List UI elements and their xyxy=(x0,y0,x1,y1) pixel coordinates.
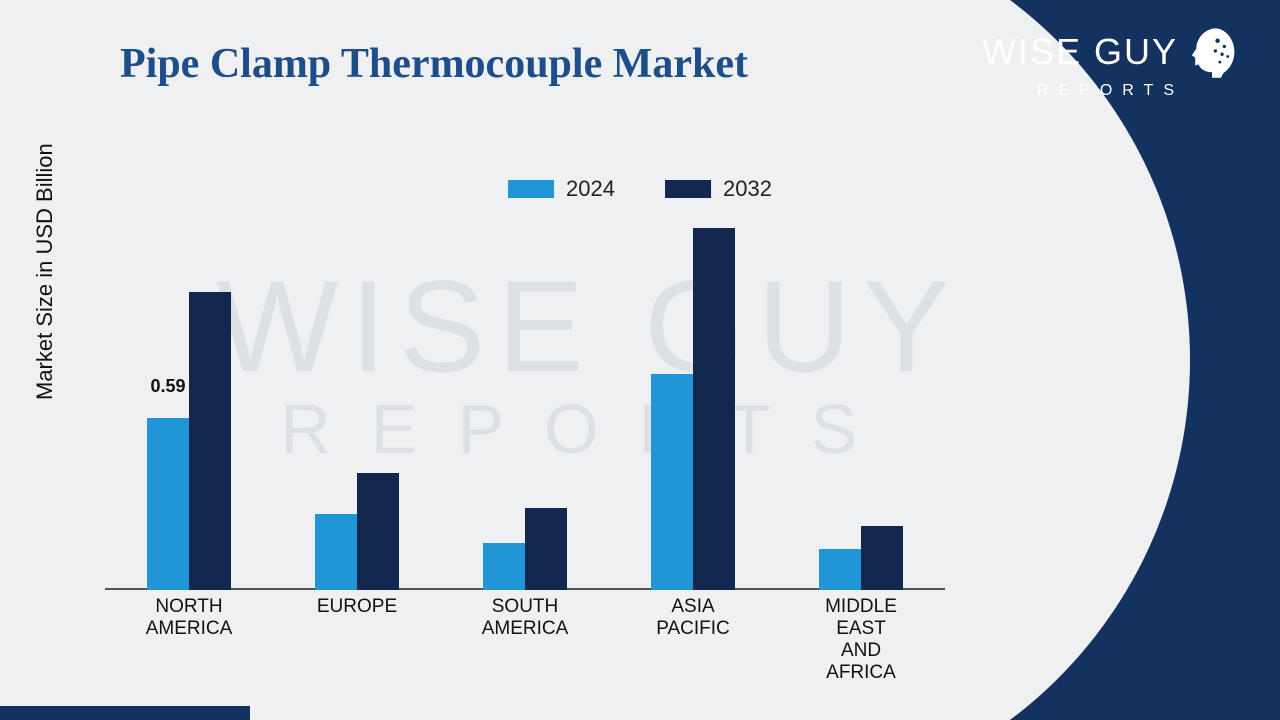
category-label: SOUTHAMERICA xyxy=(441,596,609,640)
category-label: ASIAPACIFIC xyxy=(609,596,777,640)
legend-swatch-2024 xyxy=(508,180,554,198)
bar-fill xyxy=(861,526,903,590)
bar xyxy=(483,543,525,590)
bar-fill xyxy=(693,228,735,590)
bar-group xyxy=(609,210,777,590)
bar xyxy=(651,374,693,590)
bar-fill xyxy=(819,549,861,590)
legend-item-2032: 2032 xyxy=(665,176,772,202)
bar-fill xyxy=(147,418,189,590)
bar-fill xyxy=(357,473,399,590)
bar-group: 0.59 xyxy=(105,210,273,590)
legend-label-2024: 2024 xyxy=(566,176,615,202)
bar xyxy=(357,473,399,590)
plot-area: 0.59 xyxy=(105,210,945,590)
bottom-accent-strip xyxy=(0,706,250,720)
brand-line2: REPORTS xyxy=(982,82,1184,100)
bar xyxy=(315,514,357,590)
bar-fill xyxy=(189,292,231,590)
category-label: NORTHAMERICA xyxy=(105,596,273,640)
bar xyxy=(525,508,567,590)
bar xyxy=(819,549,861,590)
bar-fill xyxy=(525,508,567,590)
legend-item-2024: 2024 xyxy=(508,176,615,202)
category-label: EUROPE xyxy=(273,596,441,618)
legend-label-2032: 2032 xyxy=(723,176,772,202)
category-label: MIDDLEEASTANDAFRICA xyxy=(777,596,945,683)
legend-swatch-2032 xyxy=(665,180,711,198)
bar-group xyxy=(273,210,441,590)
brand-logo: WISE GUY REPORTS xyxy=(982,24,1240,100)
bar xyxy=(189,292,231,590)
legend: 2024 2032 xyxy=(508,176,772,202)
bar-fill xyxy=(483,543,525,590)
brand-line1: WISE GUY xyxy=(982,24,1240,80)
x-axis-labels: NORTHAMERICAEUROPESOUTHAMERICAASIAPACIFI… xyxy=(105,596,945,706)
bar xyxy=(861,526,903,590)
brand-text: WISE GUY xyxy=(982,31,1178,73)
brand-head-icon xyxy=(1184,24,1240,80)
bar xyxy=(693,228,735,590)
chart-title: Pipe Clamp Thermocouple Market xyxy=(120,40,748,88)
bar-group xyxy=(777,210,945,590)
bar-fill xyxy=(315,514,357,590)
bar-group xyxy=(441,210,609,590)
bar: 0.59 xyxy=(147,418,189,590)
bar-fill xyxy=(651,374,693,590)
bar-value-label: 0.59 xyxy=(150,376,185,397)
stage: WISE GUY REPORTS Pipe Clamp Thermocouple… xyxy=(0,0,1280,720)
y-axis-label: Market Size in USD Billion xyxy=(32,143,58,400)
